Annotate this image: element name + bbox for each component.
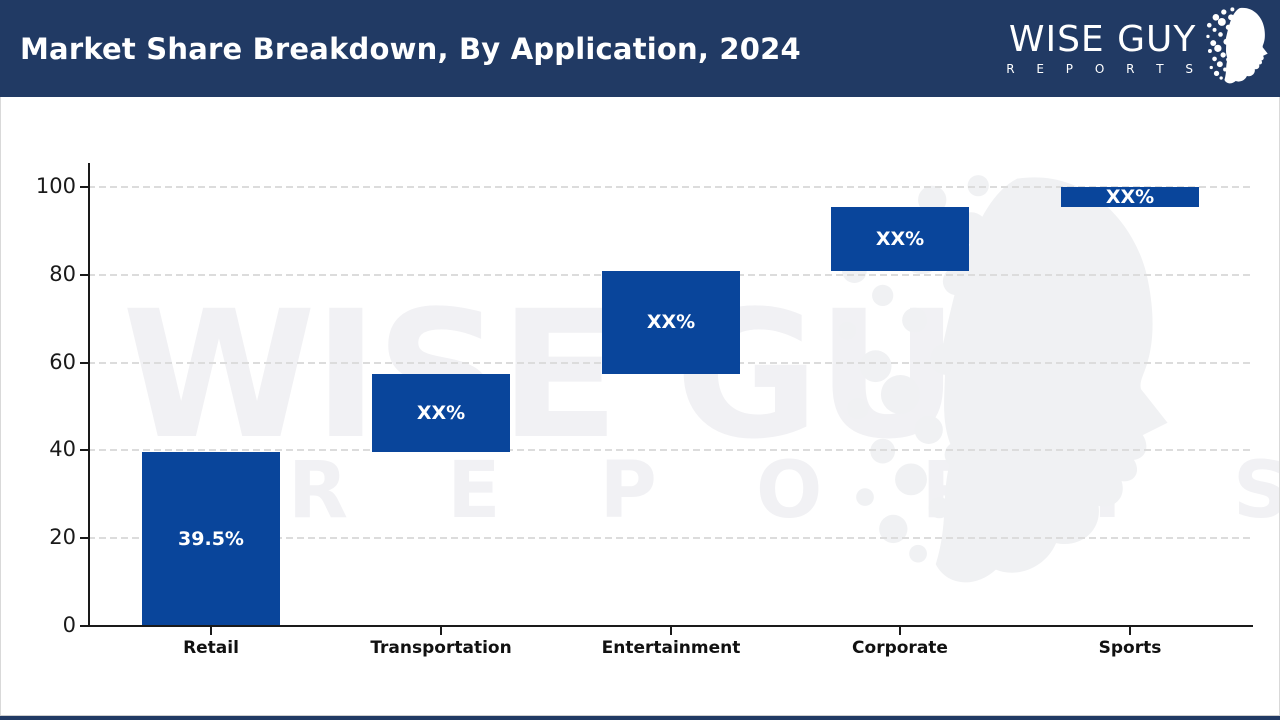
bar-sports: XX% [1061,186,1199,209]
y-tick-20 [80,536,88,539]
y-tick-label-100: 100 [35,174,76,199]
y-tick-label-60: 60 [49,349,76,374]
gridline-100 [88,186,1253,189]
category-label-sports: Sports [1098,638,1162,658]
x-tick-retail [210,627,212,635]
left-edge-divider [0,97,1,715]
x-tick-transportation [440,627,442,635]
bar-value-label: XX% [1105,186,1155,209]
bar-retail: 39.5% [142,452,280,626]
category-label-corporate: Corporate [852,638,948,658]
logo-text: WISE GUY R E P O R T S [1003,18,1202,76]
y-tick-label-0: 0 [62,612,76,637]
y-axis [88,163,90,627]
category-label-retail: Retail [183,638,239,658]
y-tick-60 [80,361,88,364]
y-tick-label-80: 80 [49,262,76,287]
gridline-20 [88,536,1253,539]
bar-value-label: XX% [416,402,466,424]
x-axis [88,625,1253,627]
bar-entertainment: XX% [602,270,740,374]
gridline-40 [88,449,1253,452]
y-tick-0 [80,624,88,627]
x-tick-entertainment [670,627,672,635]
y-tick-label-40: 40 [49,437,76,462]
bar-value-label: XX% [875,227,925,250]
x-tick-corporate [899,627,901,635]
bar-value-label: XX% [646,311,696,334]
bar-value-label: 39.5% [178,527,244,550]
y-tick-40 [80,449,88,452]
bar-transportation: XX% [372,373,510,453]
category-label-transportation: Transportation [370,638,512,658]
y-tick-label-20: 20 [49,524,76,549]
footer-bar [0,715,1280,720]
category-label-entertainment: Entertainment [601,638,741,658]
y-tick-100 [80,186,88,189]
wiseguy-logo: WISE GUY R E P O R T S [1003,0,1270,97]
logo-subtext: R E P O R T S [1006,61,1202,76]
x-tick-sports [1129,627,1131,635]
watermark-face [838,175,1168,583]
bar-corporate: XX% [831,207,969,271]
header-bar: Market Share Breakdown, By Application, … [0,0,1280,97]
logo-wordmark: WISE GUY [1008,18,1197,60]
y-tick-80 [80,274,88,277]
wiseguy-face-icon [1206,6,1268,83]
page-title: Market Share Breakdown, By Application, … [20,31,801,66]
